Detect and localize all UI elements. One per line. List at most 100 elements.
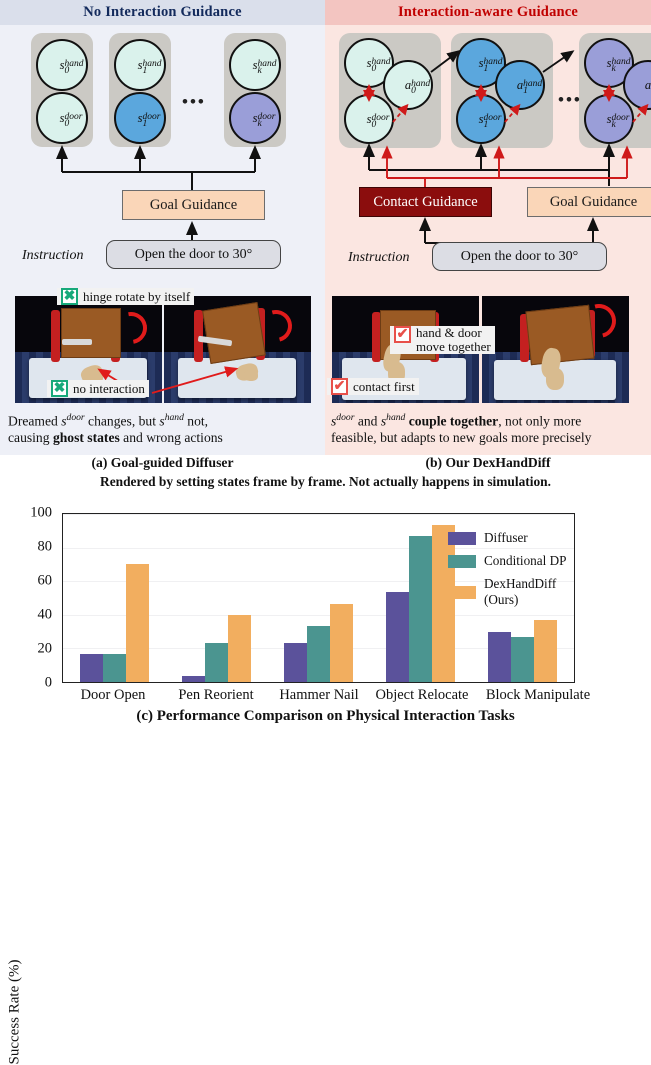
node-sup: door xyxy=(257,111,276,122)
cross-icon: ✖ xyxy=(51,380,68,397)
node-r-s1-hand: s hand 1 xyxy=(456,38,506,88)
node-r-s1-door: s door 1 xyxy=(456,94,506,144)
node-sub: 0 xyxy=(371,63,377,74)
legend-item-conditional-dp: Conditional DP xyxy=(448,553,574,569)
panel-interaction-aware-guidance: Interaction-aware Guidance s hand 0 a hand 0… xyxy=(325,0,651,455)
legend-label: Diffuser xyxy=(484,530,528,545)
node-sub: 1 xyxy=(483,119,489,130)
badge-label: hand & door move together xyxy=(416,325,491,355)
node-sub: 1 xyxy=(142,65,148,76)
concl-e: and wrong actions xyxy=(119,430,223,446)
panel-right-header: Interaction-aware Guidance xyxy=(325,0,651,25)
conclusion-left: Dreamed sdoor changes, but shand not, ca… xyxy=(8,412,320,447)
node-s0-hand: s hand 0 xyxy=(36,39,88,91)
node-sub: k xyxy=(257,118,262,129)
xtick-door-open: Door Open xyxy=(80,687,146,703)
bar-dexhanddiff xyxy=(330,603,353,682)
concl-sym: s xyxy=(380,413,387,429)
concl-line2: feasible, but adapts to new goals more p… xyxy=(331,430,592,446)
contact-guidance-box[interactable]: Contact Guidance xyxy=(359,187,492,217)
node-sub: 0 xyxy=(64,65,70,76)
concl-mid: and xyxy=(354,413,381,429)
instruction-box-left[interactable]: Open the door to 30° xyxy=(106,240,281,269)
ytick-40: 40 xyxy=(37,606,53,623)
ytick-20: 20 xyxy=(37,640,53,657)
concl-c: not, xyxy=(183,413,209,429)
bar-dexhanddiff xyxy=(227,614,251,682)
gridline xyxy=(63,514,574,515)
node-r-a0-hand: a hand 0 xyxy=(383,60,433,110)
node-r-s0-door: s door 0 xyxy=(344,94,394,144)
bar-conditional-dp xyxy=(307,626,330,682)
legend-label: Conditional DP xyxy=(484,553,567,568)
bar-diffuser xyxy=(386,592,410,682)
check-icon: ✔ xyxy=(394,326,411,343)
badge-hinge-rotate: ✖ hinge rotate by itself xyxy=(57,288,195,305)
ytick-60: 60 xyxy=(37,572,53,589)
node-base: s xyxy=(478,111,484,126)
panel-left-header: No Interaction Guidance xyxy=(0,0,325,25)
chart-legend: Diffuser Conditional DP DexHandDiff (Our… xyxy=(448,530,574,615)
sim-image-right-2 xyxy=(482,296,629,403)
goal-guidance-box-left[interactable]: Goal Guidance xyxy=(122,190,265,220)
node-base: a xyxy=(516,77,524,92)
node-sup: hand xyxy=(257,58,277,69)
gridline xyxy=(63,581,574,583)
node-base: s xyxy=(137,110,143,125)
bar-conditional-dp xyxy=(204,642,228,682)
concl-bold: couple together xyxy=(408,413,499,429)
node-sup: hand xyxy=(64,58,84,69)
goal-guidance-box-right[interactable]: Goal Guidance xyxy=(527,187,651,217)
concl-sym: s xyxy=(61,413,67,429)
gridline xyxy=(63,614,574,616)
node-s1-hand: s hand 1 xyxy=(114,39,166,91)
bar-diffuser xyxy=(488,631,512,682)
node-base: s xyxy=(606,111,612,126)
bar-conditional-dp xyxy=(409,536,433,682)
gridline xyxy=(63,547,574,549)
concl-b: changes, but xyxy=(84,413,160,429)
node-sup: hand xyxy=(142,58,162,69)
chart-bars xyxy=(63,514,574,682)
bar-group-pen-reorient xyxy=(165,514,267,682)
subcaption-a: (a) Goal-guided Diffuser xyxy=(91,455,234,470)
node-sub: k xyxy=(611,119,616,130)
node-sub: k xyxy=(611,63,616,74)
node-sup: hand xyxy=(411,78,431,89)
bar-dexhanddiff xyxy=(534,620,558,682)
render-note: Rendered by setting states frame by fram… xyxy=(100,474,551,489)
instruction-box-right[interactable]: Open the door to 30° xyxy=(432,242,607,271)
node-sup: door xyxy=(483,112,502,123)
xtick-pen-reorient: Pen Reorient xyxy=(178,687,254,703)
node-sup: door xyxy=(64,111,83,122)
instruction-label-left: Instruction xyxy=(22,248,84,263)
node-base: s xyxy=(478,55,484,70)
legend-swatch xyxy=(448,554,476,568)
node-sup: door xyxy=(142,111,161,122)
bar-diffuser xyxy=(79,653,103,682)
node-sub: 1 xyxy=(483,63,489,74)
bar-group-hammer-nail xyxy=(267,514,369,682)
concl-sup: hand xyxy=(386,412,406,423)
concl-sup: hand xyxy=(164,412,184,423)
badge-no-interaction: ✖ no interaction xyxy=(47,380,149,397)
node-sup: door xyxy=(371,112,390,123)
conclusion-right: sdoor and shand couple together, not onl… xyxy=(331,412,649,447)
concl-sym: s xyxy=(159,413,165,429)
legend-item-dexhanddiff: DexHandDiff (Ours) xyxy=(448,576,574,608)
node-r-sk-door: s door k xyxy=(584,94,634,144)
performance-chart: Success Rate (%) xyxy=(0,503,651,1065)
bar-group-block-manipulate xyxy=(472,514,574,682)
node-base: s xyxy=(59,57,65,72)
node-sup: hand xyxy=(523,78,543,89)
xtick-object-relocate: Object Relocate xyxy=(375,687,469,703)
legend-item-diffuser: Diffuser xyxy=(448,530,574,546)
cross-icon: ✖ xyxy=(61,288,78,305)
ytick-80: 80 xyxy=(37,538,53,555)
node-sup: hand xyxy=(371,56,391,67)
concl-d: causing xyxy=(8,430,53,446)
legend-label: DexHandDiff (Ours) xyxy=(484,576,557,607)
